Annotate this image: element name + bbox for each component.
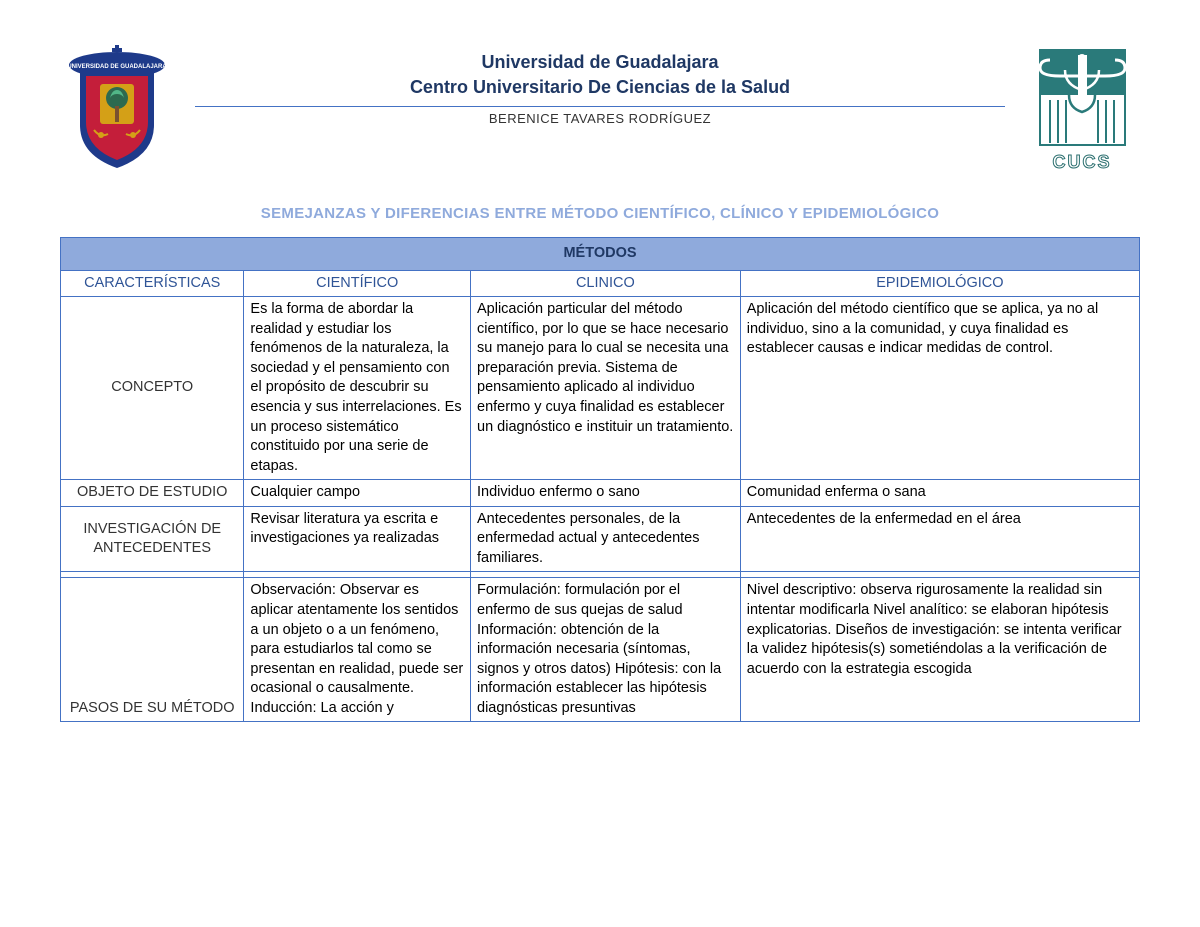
cell-content: Observación: Observar es aplicar atentam…: [244, 578, 471, 722]
university-name: Universidad de Guadalajara: [195, 50, 1005, 75]
col-header-caracteristicas: CARACTERÍSTICAS: [61, 270, 244, 297]
table-title-row: MÉTODOS: [61, 238, 1140, 271]
col-header-clinico: CLINICO: [471, 270, 741, 297]
row-label-pasos: PASOS DE SU MÉTODO: [61, 578, 244, 722]
cell-content: Individuo enfermo o sano: [471, 480, 741, 507]
cucs-logo: CUCS: [1025, 40, 1140, 180]
cucs-text: CUCS: [1052, 152, 1111, 172]
cell-content: Es la forma de abordar la realidad y est…: [244, 297, 471, 480]
author-name: BERENICE TAVARES RODRÍGUEZ: [195, 106, 1005, 126]
methods-comparison-table: MÉTODOS CARACTERÍSTICAS CIENTÍFICO CLINI…: [60, 237, 1140, 722]
table-row: INVESTIGACIÓN DE ANTECEDENTES Revisar li…: [61, 506, 1140, 572]
row-label-concepto: CONCEPTO: [61, 297, 244, 480]
row-label-investigacion: INVESTIGACIÓN DE ANTECEDENTES: [61, 506, 244, 572]
svg-text:UNIVERSIDAD DE GUADALAJARA: UNIVERSIDAD DE GUADALAJARA: [67, 64, 167, 70]
cell-content: Comunidad enferma o sana: [740, 480, 1139, 507]
table-header-row: CARACTERÍSTICAS CIENTÍFICO CLINICO EPIDE…: [61, 270, 1140, 297]
cell-content: Aplicación particular del método científ…: [471, 297, 741, 480]
cell-content: Formulación: formulación por el enfermo …: [471, 578, 741, 722]
cell-content: Nivel descriptivo: observa rigurosamente…: [740, 578, 1139, 722]
table-row: OBJETO DE ESTUDIO Cualquier campo Indivi…: [61, 480, 1140, 507]
cell-content: Revisar literatura ya escrita e investig…: [244, 506, 471, 572]
table-row: PASOS DE SU MÉTODO Observación: Observar…: [61, 578, 1140, 722]
table-title: MÉTODOS: [61, 238, 1140, 271]
row-label-objeto: OBJETO DE ESTUDIO: [61, 480, 244, 507]
cell-content: Cualquier campo: [244, 480, 471, 507]
col-header-cientifico: CIENTÍFICO: [244, 270, 471, 297]
document-header: UNIVERSIDAD DE GUADALAJARA Universidad d…: [60, 40, 1140, 180]
cell-content: Aplicación del método científico que se …: [740, 297, 1139, 480]
cell-content: Antecedentes de la enfermedad en el área: [740, 506, 1139, 572]
faculty-name: Centro Universitario De Ciencias de la S…: [195, 75, 1005, 100]
header-title-block: Universidad de Guadalajara Centro Univer…: [195, 40, 1005, 126]
table-row: CONCEPTO Es la forma de abordar la reali…: [61, 297, 1140, 480]
cell-content: Antecedentes personales, de la enfermeda…: [471, 506, 741, 572]
col-header-epidemiologico: EPIDEMIOLÓGICO: [740, 270, 1139, 297]
document-subtitle: SEMEJANZAS Y DIFERENCIAS ENTRE MÉTODO CI…: [60, 205, 1140, 222]
university-crest-logo: UNIVERSIDAD DE GUADALAJARA: [60, 40, 175, 170]
